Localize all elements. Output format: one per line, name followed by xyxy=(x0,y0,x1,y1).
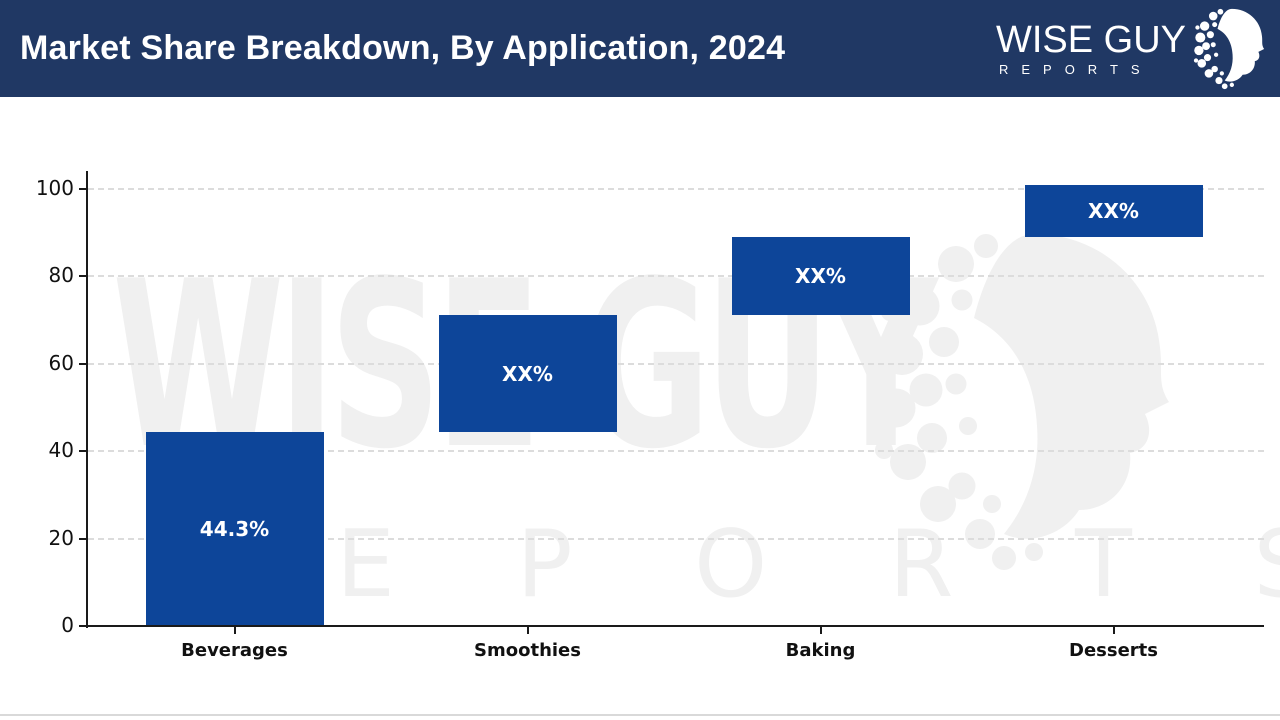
wiseguy-logo: WISE GUY REPORTS xyxy=(996,6,1266,92)
bar-value-label: XX% xyxy=(795,263,846,288)
bar-desserts: XX% xyxy=(1024,185,1203,238)
x-category-label-smoothies: Smoothies xyxy=(474,640,581,661)
x-tick-mark xyxy=(1112,627,1115,634)
wiseguy-logo-text: WISE GUY REPORTS xyxy=(996,21,1186,77)
logo-wordmark: WISE GUY xyxy=(995,18,1186,61)
y-axis-line xyxy=(86,171,88,628)
x-category-label-desserts: Desserts xyxy=(1069,640,1158,661)
x-tick-mark xyxy=(526,627,529,634)
y-tick-mark xyxy=(79,450,88,453)
bar-beverages: 44.3% xyxy=(145,432,324,626)
y-tick-label: 40 xyxy=(48,438,74,463)
gridline-80 xyxy=(88,275,1264,278)
x-axis-line xyxy=(86,625,1264,627)
bar-value-label: XX% xyxy=(1088,199,1139,224)
page-title: Market Share Breakdown, By Application, … xyxy=(20,29,786,67)
y-tick-mark xyxy=(79,275,88,278)
bar-baking: XX% xyxy=(731,237,910,315)
watermark-subtext: R E P O R T S xyxy=(150,510,1280,618)
gridline-40 xyxy=(88,450,1264,453)
y-tick-mark xyxy=(79,188,88,190)
y-tick-label: 60 xyxy=(48,350,74,375)
y-tick-label: 80 xyxy=(48,263,74,288)
bar-smoothies: XX% xyxy=(438,314,617,433)
x-category-label-beverages: Beverages xyxy=(181,640,288,661)
x-category-label-baking: Baking xyxy=(785,640,856,661)
y-tick-label: 100 xyxy=(35,176,74,200)
logo-subtext: REPORTS xyxy=(998,61,1153,77)
gridline-100 xyxy=(88,188,1264,190)
wise-guy-face-icon xyxy=(1193,8,1265,89)
x-tick-mark xyxy=(233,627,236,634)
gridline-20 xyxy=(88,537,1264,540)
x-tick-mark xyxy=(819,627,822,634)
y-tick-label: 20 xyxy=(48,525,74,550)
y-tick-mark xyxy=(79,537,88,540)
y-tick-label: 0 xyxy=(61,613,74,637)
y-tick-mark xyxy=(79,625,88,627)
header-bar: Market Share Breakdown, By Application, … xyxy=(0,0,1280,97)
bar-value-label: 44.3% xyxy=(199,517,270,542)
gridline-60 xyxy=(88,362,1264,365)
y-tick-mark xyxy=(79,362,88,365)
bottom-divider xyxy=(0,714,1280,716)
bar-value-label: XX% xyxy=(502,361,553,386)
